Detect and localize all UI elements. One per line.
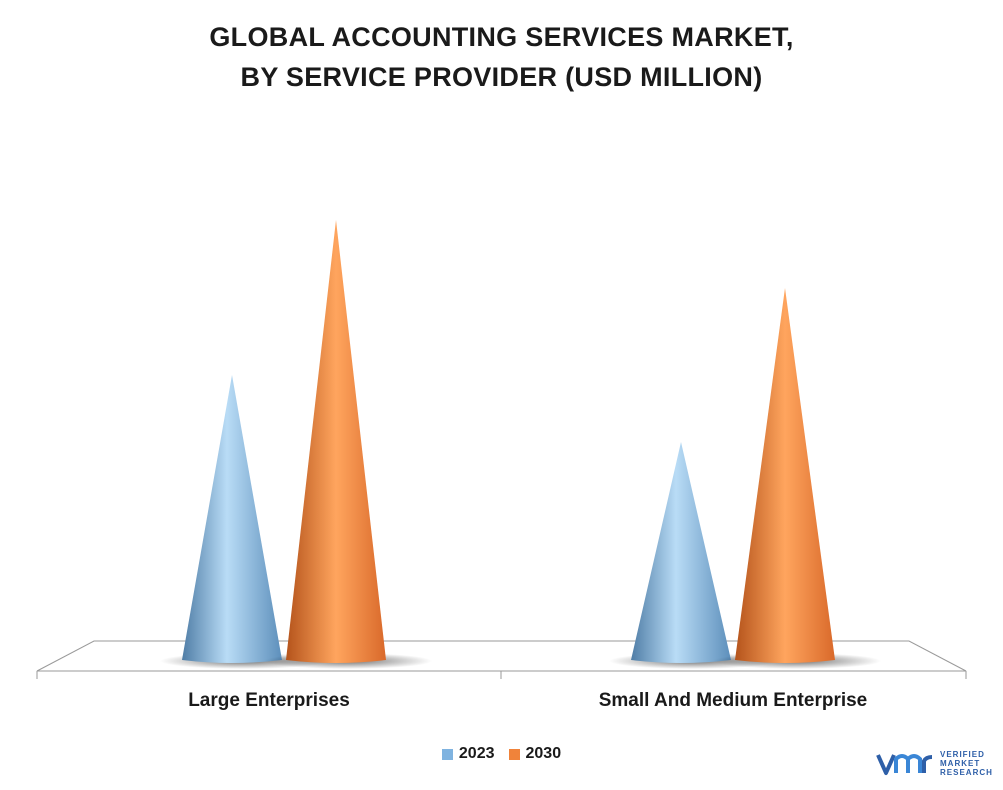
legend-item-2030: 2030: [508, 745, 562, 763]
legend-label-2030: 2030: [525, 745, 562, 762]
legend-swatch-2023: [441, 748, 453, 760]
legend-label-2023: 2023: [458, 745, 495, 762]
chart-title-line2: BY SERVICE PROVIDER (USD MILLION): [240, 62, 763, 92]
legend-item-2023: 2023: [441, 745, 495, 763]
x-category-label-sme: Small And Medium Enterprise: [598, 690, 868, 711]
cone-bar-2023-small-and-medium-enterprise: [631, 442, 731, 663]
cone-bar-2030-large-enterprises: [286, 220, 386, 663]
legend-swatch-2030: [508, 748, 520, 760]
cone-bar-2023-large-enterprises: [182, 375, 282, 663]
vmr-logo-mark-icon: [876, 753, 933, 775]
x-category-label-large-enterprises: Large Enterprises: [188, 690, 350, 711]
logo-line2: MARKET: [940, 759, 981, 768]
legend: 2023 2030: [0, 745, 1003, 763]
cone-bar-2030-small-and-medium-enterprise: [735, 288, 835, 663]
vmr-logo: VERIFIED MARKET RESEARCH: [876, 750, 993, 777]
logo-line3: RESEARCH: [940, 768, 993, 777]
vmr-logo-text: VERIFIED MARKET RESEARCH: [940, 750, 993, 777]
logo-line1: VERIFIED: [940, 750, 985, 759]
chart-title-line1: GLOBAL ACCOUNTING SERVICES MARKET,: [209, 22, 794, 52]
